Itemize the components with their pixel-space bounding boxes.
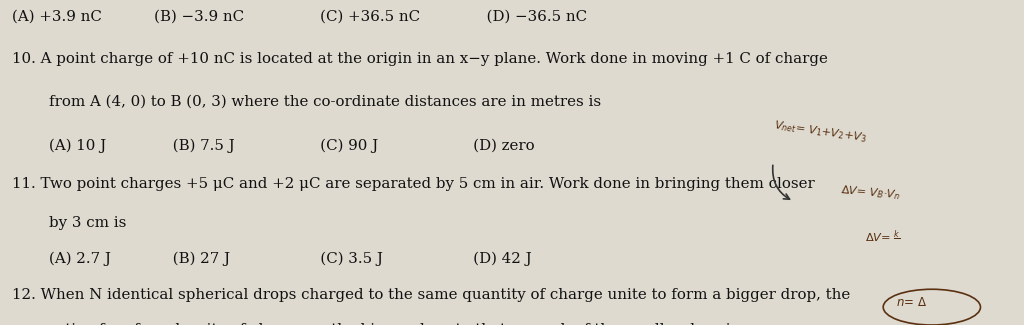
Text: 10. A point charge of +10 nC is located at the origin in an x−y plane. Work done: 10. A point charge of +10 nC is located … bbox=[12, 52, 828, 66]
Text: $V_{net}$= $V_1$+$V_2$+$V_3$: $V_{net}$= $V_1$+$V_2$+$V_3$ bbox=[773, 119, 868, 145]
Text: $n$= $\Delta$: $n$= $\Delta$ bbox=[896, 296, 927, 309]
Text: ratio of surface density of charge on the bigger drop to that on each of the sma: ratio of surface density of charge on th… bbox=[49, 323, 738, 325]
Text: (A) 2.7 J             (B) 27 J                   (C) 3.5 J                   (D): (A) 2.7 J (B) 27 J (C) 3.5 J (D) bbox=[49, 252, 531, 266]
Text: by 3 cm is: by 3 cm is bbox=[49, 216, 127, 230]
Text: (A) +3.9 nC           (B) −3.9 nC                (C) +36.5 nC              (D) −: (A) +3.9 nC (B) −3.9 nC (C) +36.5 nC (D)… bbox=[12, 10, 588, 24]
Text: $\Delta V$= $V_B$·$V_n$: $\Delta V$= $V_B$·$V_n$ bbox=[840, 184, 901, 202]
Text: 11. Two point charges +5 μC and +2 μC are separated by 5 cm in air. Work done in: 11. Two point charges +5 μC and +2 μC ar… bbox=[12, 177, 815, 191]
Text: 12. When N identical spherical drops charged to the same quantity of charge unit: 12. When N identical spherical drops cha… bbox=[12, 288, 851, 302]
Text: (A) 10 J              (B) 7.5 J                  (C) 90 J                    (D): (A) 10 J (B) 7.5 J (C) 90 J (D) bbox=[49, 138, 535, 152]
Text: $\Delta V$= $\frac{k}{\ }$: $\Delta V$= $\frac{k}{\ }$ bbox=[865, 229, 901, 246]
Text: from A (4, 0) to B (0, 3) where the co-ordinate distances are in metres is: from A (4, 0) to B (0, 3) where the co-o… bbox=[49, 94, 601, 108]
